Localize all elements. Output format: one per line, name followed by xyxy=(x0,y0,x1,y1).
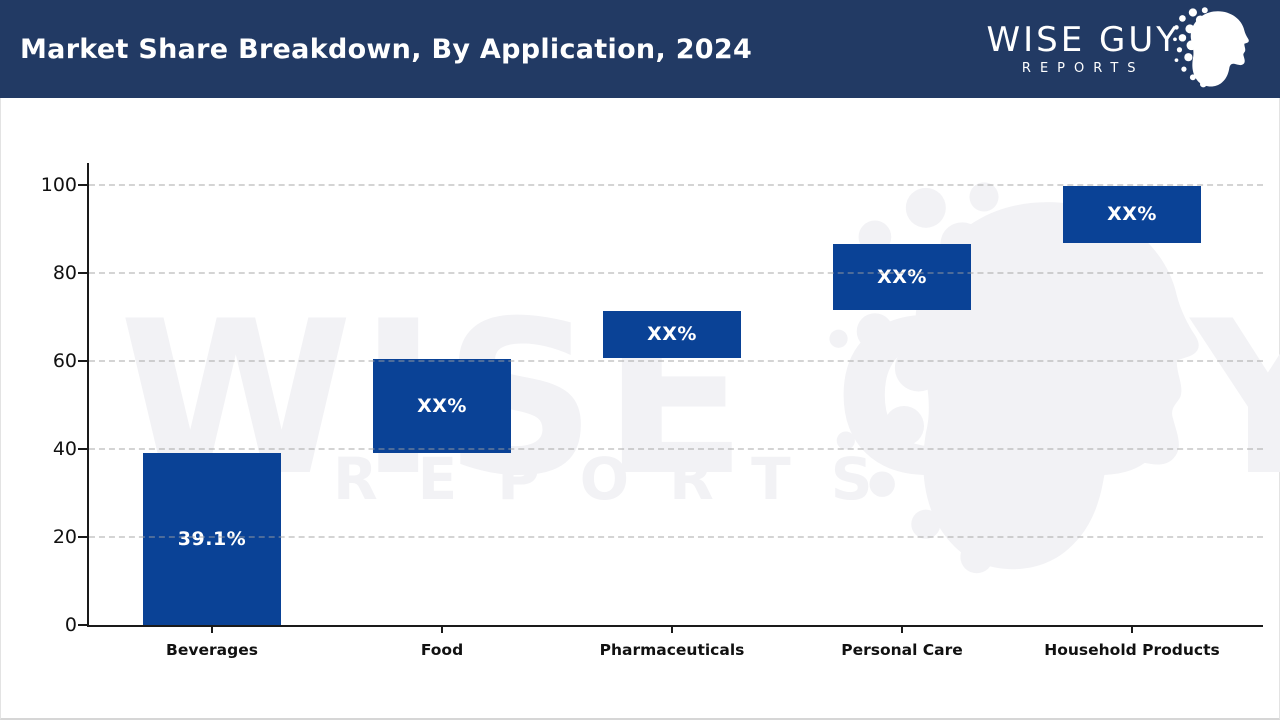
y-tick-label-40: 40 xyxy=(52,438,77,460)
x-tick xyxy=(211,625,213,633)
x-tick-label-food: Food xyxy=(420,641,464,659)
gridline-20 xyxy=(89,536,1263,538)
bar-value-label: XX% xyxy=(417,394,467,417)
chart-area: WISE GUY REPORTS 39.1% Beverages XX% Food XX… xyxy=(0,98,1280,720)
gridline-80 xyxy=(89,272,1263,274)
x-tick xyxy=(901,625,903,633)
logo-wordmark: WISE GUY xyxy=(986,20,1180,60)
y-tick xyxy=(78,184,87,186)
x-tick-label-beverages: Beverages xyxy=(166,641,258,659)
y-tick xyxy=(78,624,87,626)
y-tick xyxy=(78,360,87,362)
wise-guy-logo: WISE GUY REPORTS xyxy=(986,6,1254,92)
logo-subtitle: REPORTS xyxy=(1021,61,1145,76)
bar-value-label: XX% xyxy=(877,265,927,288)
bar-household-products: XX% xyxy=(1063,185,1201,244)
gridline-100 xyxy=(89,184,1263,186)
x-axis-line xyxy=(87,625,1263,627)
x-tick-label-household-products: Household Products xyxy=(1044,641,1220,659)
bar-food: XX% xyxy=(373,358,511,453)
y-tick-label-20: 20 xyxy=(52,526,77,548)
y-tick-label-60: 60 xyxy=(52,350,77,372)
gridline-60 xyxy=(89,360,1263,362)
bar-value-label: 39.1% xyxy=(177,527,247,550)
bar-value-label: XX% xyxy=(1107,203,1157,226)
bar-beverages: 39.1% xyxy=(143,452,281,625)
bar-personal-care: XX% xyxy=(833,243,971,311)
logo-text: WISE GUY REPORTS xyxy=(986,23,1180,75)
logo-face-icon xyxy=(1173,7,1249,88)
bar-pharmaceuticals: XX% xyxy=(603,310,741,358)
y-tick xyxy=(78,448,87,450)
bar-value-label: XX% xyxy=(647,323,697,346)
y-tick-label-100: 100 xyxy=(40,174,77,196)
page-title: Market Share Breakdown, By Application, … xyxy=(20,33,753,65)
header-bar: Market Share Breakdown, By Application, … xyxy=(0,0,1280,98)
x-tick xyxy=(1131,625,1133,633)
y-tick-label-0: 0 xyxy=(64,614,77,636)
watermark-subtitle: REPORTS xyxy=(333,445,913,513)
y-tick xyxy=(78,536,87,538)
y-axis-line xyxy=(87,163,89,627)
gridline-40 xyxy=(89,448,1263,450)
x-tick xyxy=(441,625,443,633)
x-tick xyxy=(671,625,673,633)
y-tick xyxy=(78,272,87,274)
x-tick-label-personal-care: Personal Care xyxy=(841,641,963,659)
y-tick-label-80: 80 xyxy=(52,262,77,284)
x-tick-label-pharmaceuticals: Pharmaceuticals xyxy=(599,641,745,659)
